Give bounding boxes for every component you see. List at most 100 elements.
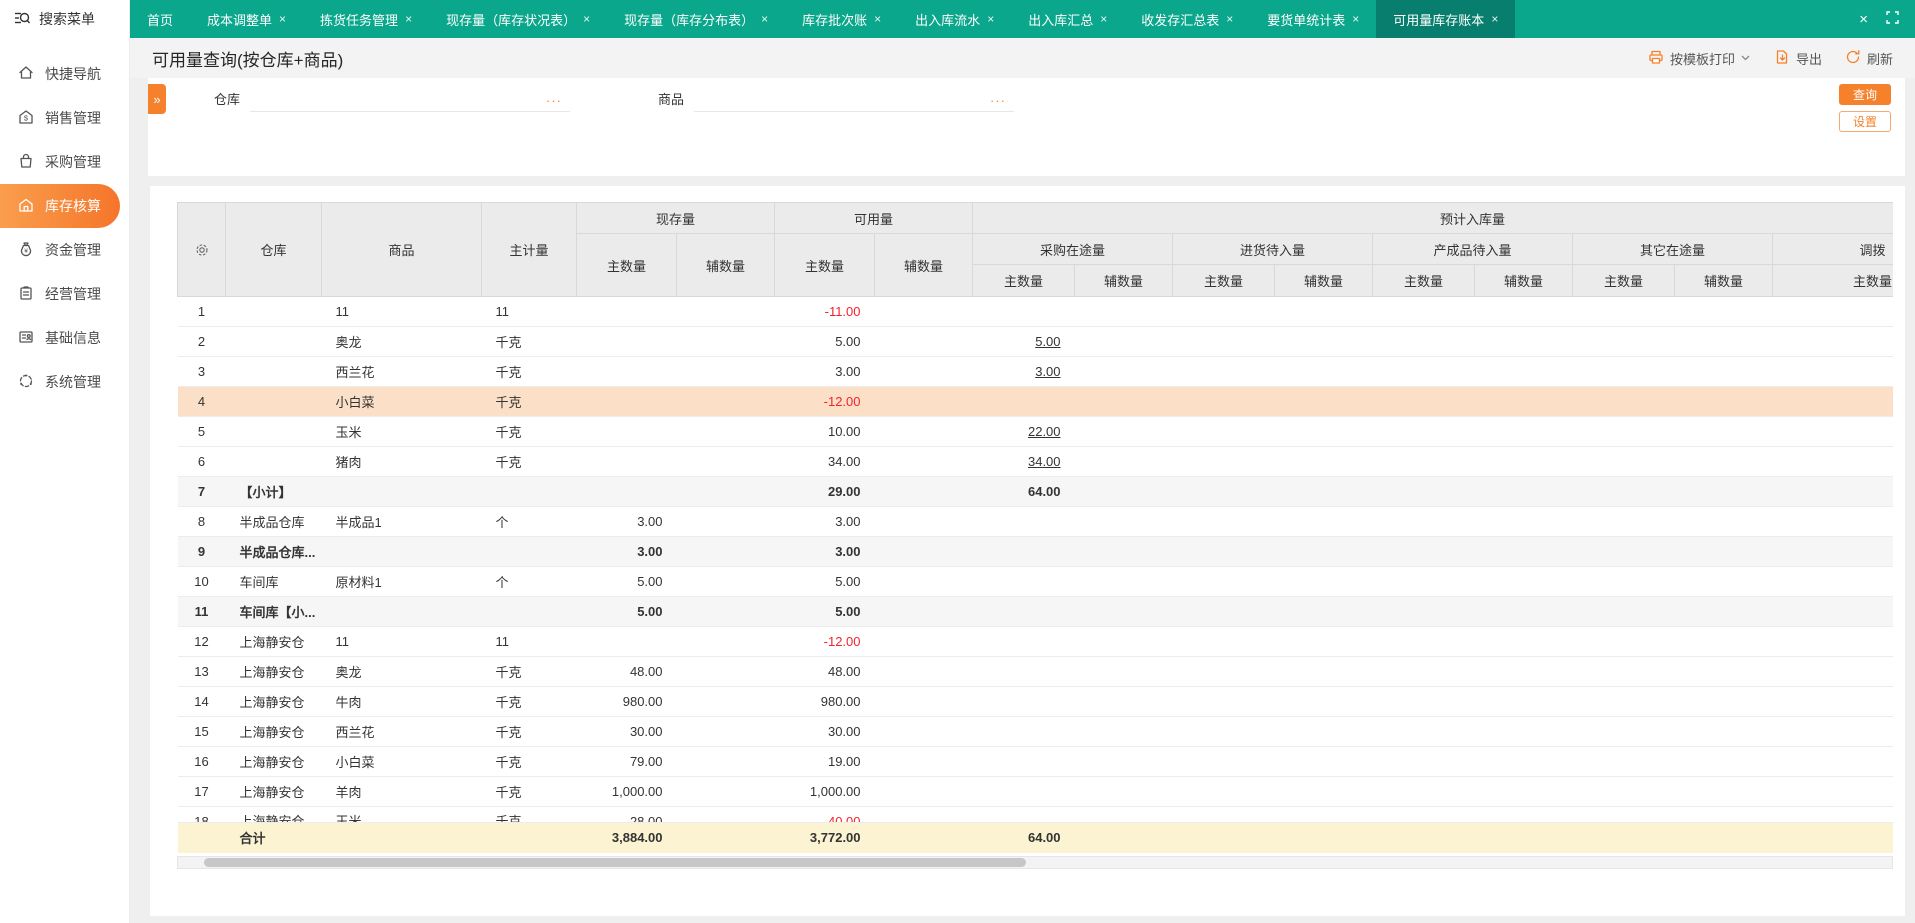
col-header-finished-main[interactable]: 主数量 — [1372, 264, 1476, 297]
sidebar-item-5[interactable]: ¥ 资金管理 — [0, 228, 129, 272]
table-row[interactable]: 6 猪肉 千克 34.00 34.00 — [177, 446, 1893, 477]
col-header-warehouse[interactable]: 仓库 — [225, 202, 322, 297]
col-header-available-main[interactable]: 主数量 — [774, 233, 876, 297]
cell-purchase_main[interactable]: 22.00 — [1027, 424, 1061, 439]
expand-filters-button[interactable]: » — [148, 84, 166, 114]
tab-close-icon[interactable]: × — [987, 12, 995, 26]
table-row[interactable]: 12 上海静安仓 11 11 -12.00 — [177, 626, 1893, 657]
tab-close-icon[interactable]: × — [279, 12, 287, 26]
horizontal-scrollbar[interactable] — [177, 855, 1893, 869]
subgroup-header-purchase-transit[interactable]: 采购在途量 — [972, 233, 1174, 265]
table-row[interactable]: 10 车间库 原材料1 个 5.00 5.00 — [177, 566, 1893, 597]
tab-3[interactable]: 拣货任务管理 × — [303, 0, 429, 38]
product-picker-icon[interactable]: ··· — [990, 93, 1007, 108]
tab-7[interactable]: 出入库流水 × — [898, 0, 1011, 38]
subgroup-header-finished-goods[interactable]: 产成品待入量 — [1372, 233, 1574, 265]
chevron-down-icon[interactable] — [1740, 51, 1751, 66]
tab-10[interactable]: 要货单统计表 × — [1250, 0, 1376, 38]
sidebar-item-3[interactable]: 采购管理 — [0, 140, 129, 184]
tab-6[interactable]: 库存批次账 × — [785, 0, 898, 38]
settings-button[interactable]: 设置 — [1839, 111, 1891, 132]
cell-product: 奥龙 — [335, 665, 362, 680]
table-row[interactable]: 15 上海静安仓 西兰花 千克 30.00 30.00 — [177, 716, 1893, 747]
col-header-finished-aux[interactable]: 辅数量 — [1474, 264, 1574, 297]
cell-purchase_main: 64.00 — [1027, 484, 1061, 499]
group-header-stock[interactable]: 现存量 — [575, 202, 776, 234]
table-row[interactable]: 18 上海静安仓 玉米 千克 28.00 40.00 — [177, 806, 1893, 823]
tab-1[interactable]: 首页 — [130, 0, 190, 38]
table-row[interactable]: 9 半成品仓库... 3.00 3.00 — [177, 536, 1893, 567]
group-header-available[interactable]: 可用量 — [774, 202, 974, 234]
query-button[interactable]: 查询 — [1839, 84, 1891, 105]
table-row[interactable]: 4 小白菜 千克 -12.00 — [177, 386, 1893, 417]
search-menu[interactable]: 搜索菜单 — [0, 0, 129, 38]
warehouse-picker-icon[interactable]: ··· — [546, 93, 563, 108]
warehouse-input[interactable] — [250, 88, 571, 112]
close-all-tabs-icon[interactable]: × — [1859, 10, 1868, 28]
fullscreen-icon[interactable] — [1886, 11, 1899, 27]
product-input[interactable] — [694, 88, 1015, 112]
table-row[interactable]: 2 奥龙 千克 5.00 5.00 — [177, 326, 1893, 357]
tab-close-icon[interactable]: × — [1491, 12, 1499, 26]
tab-close-icon[interactable]: × — [1100, 12, 1108, 26]
table-row[interactable]: 3 西兰花 千克 3.00 3.00 — [177, 356, 1893, 387]
subgroup-header-other-transit[interactable]: 其它在途量 — [1572, 233, 1774, 265]
tab-5[interactable]: 现存量（库存分布表） × — [607, 0, 785, 38]
action-export[interactable]: 导出 — [1773, 48, 1822, 69]
cell-purchase_main[interactable]: 5.00 — [1035, 334, 1061, 349]
table-row[interactable]: 13 上海静安仓 奥龙 千克 48.00 48.00 — [177, 656, 1893, 687]
sidebar-item-1[interactable]: 快捷导航 — [0, 52, 129, 96]
sidebar-item-label: 经营管理 — [45, 286, 101, 302]
table-row[interactable]: 7 【小计】 29.00 64.00 — [177, 476, 1893, 507]
sidebar-item-4[interactable]: 库存核算 — [0, 184, 120, 228]
col-header-other-aux[interactable]: 辅数量 — [1674, 264, 1774, 297]
column-settings-gear[interactable] — [177, 202, 226, 297]
tab-4[interactable]: 现存量（库存状况表） × — [429, 0, 607, 38]
col-header-arrival-aux[interactable]: 辅数量 — [1274, 264, 1374, 297]
col-header-available-aux[interactable]: 辅数量 — [874, 233, 974, 297]
tab-9[interactable]: 收发存汇总表 × — [1124, 0, 1250, 38]
col-header-purchase-aux[interactable]: 辅数量 — [1074, 264, 1174, 297]
tab-close-icon[interactable]: × — [761, 12, 769, 26]
cell-warehouse: 上海静安仓 — [239, 814, 305, 822]
horizontal-scrollbar-thumb[interactable] — [203, 857, 1027, 867]
col-header-purchase-main[interactable]: 主数量 — [972, 264, 1076, 297]
subgroup-header-arrival-pending[interactable]: 进货待入量 — [1172, 233, 1374, 265]
col-header-product[interactable]: 商品 — [321, 202, 482, 297]
col-header-unit[interactable]: 主计量 — [481, 202, 577, 297]
tab-2[interactable]: 成本调整单 × — [190, 0, 303, 38]
table-row[interactable]: 5 玉米 千克 10.00 22.00 — [177, 416, 1893, 447]
cell-purchase_main[interactable]: 3.00 — [1035, 364, 1061, 379]
table-row[interactable]: 16 上海静安仓 小白菜 千克 79.00 19.00 — [177, 746, 1893, 777]
table-row[interactable]: 11 车间库【小... 5.00 5.00 — [177, 596, 1893, 627]
col-header-transfer-main[interactable]: 主数量 — [1772, 264, 1893, 297]
table-row[interactable]: 8 半成品仓库 半成品1 个 3.00 3.00 — [177, 506, 1893, 537]
tab-close-icon[interactable]: × — [405, 12, 413, 26]
sidebar-item-8[interactable]: 系统管理 — [0, 360, 129, 404]
col-header-other-main[interactable]: 主数量 — [1572, 264, 1676, 297]
tab-close-icon[interactable]: × — [874, 12, 882, 26]
table-panel: 仓库 商品 主计量 现存量 可用量 预计入库量 主数量 辅数量 主数量 辅数量 … — [150, 186, 1905, 916]
col-header-stock-main[interactable]: 主数量 — [576, 233, 677, 297]
tab-8[interactable]: 出入库汇总 × — [1011, 0, 1124, 38]
subgroup-header-transfer[interactable]: 调拨 — [1772, 233, 1893, 265]
table-row[interactable]: 17 上海静安仓 羊肉 千克 1,000.00 1,000.00 — [177, 776, 1893, 807]
sidebar-item-2[interactable]: $ 销售管理 — [0, 96, 129, 140]
col-header-arrival-main[interactable]: 主数量 — [1172, 264, 1276, 297]
action-refresh[interactable]: 刷新 — [1844, 48, 1893, 69]
tab-11[interactable]: 可用量库存账本 × — [1376, 0, 1516, 38]
group-header-expected-inbound[interactable]: 预计入库量 — [972, 202, 1893, 234]
tab-close-icon[interactable]: × — [1226, 12, 1234, 26]
tab-close-icon[interactable]: × — [583, 12, 591, 26]
total-row: 合计 3,884.00 3,772.00 64.00 — [177, 822, 1893, 853]
col-header-stock-aux[interactable]: 辅数量 — [675, 233, 776, 297]
table-row[interactable]: 14 上海静安仓 牛肉 千克 980.00 980.00 — [177, 686, 1893, 717]
cell-purchase_main[interactable]: 34.00 — [1027, 454, 1061, 469]
cell-stock_main: 30.00 — [629, 724, 663, 739]
action-print-by-template[interactable]: 按模板打印 — [1647, 48, 1751, 69]
tab-close-icon[interactable]: × — [1352, 12, 1360, 26]
sidebar-item-7[interactable]: 基础信息 — [0, 316, 129, 360]
tab-label: 库存批次账 — [802, 12, 868, 28]
table-row[interactable]: 1 11 11 -11.00 — [177, 296, 1893, 327]
sidebar-item-6[interactable]: 经营管理 — [0, 272, 129, 316]
